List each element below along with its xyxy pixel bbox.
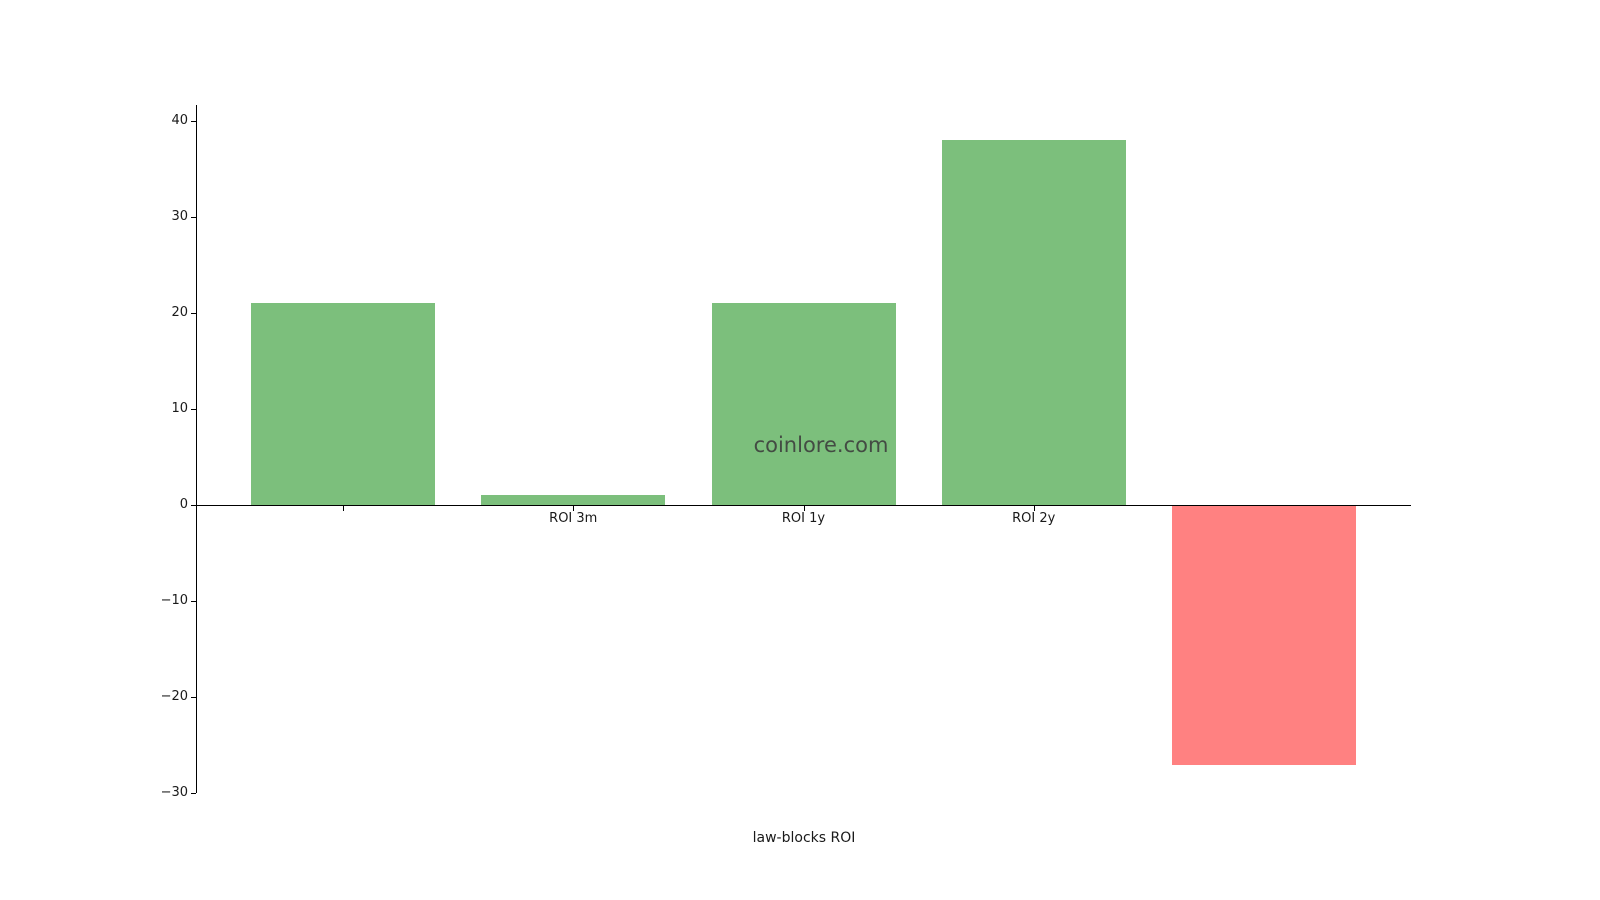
y-tick-label: 30 [171,209,188,224]
y-tick-label: 40 [171,113,188,128]
x-tick-label: ROI 3m [549,511,598,526]
coinlore-watermark: coinlore.com [753,433,889,457]
bar [941,140,1126,505]
y-tick [191,697,196,698]
y-tick-label: 10 [171,401,188,416]
y-tick-label: −10 [160,593,188,608]
y-tick [191,121,196,122]
y-tick [191,217,196,218]
x-tick [573,506,575,511]
y-tick [191,409,196,410]
y-tick-label: 20 [171,305,188,320]
bar [1172,506,1356,766]
y-tick-label: −30 [160,785,188,800]
y-tick [191,793,196,794]
y-tick-label: 0 [179,497,188,512]
x-tick [1033,506,1035,511]
y-tick [191,505,196,506]
x-axis-zero-line [196,505,1411,506]
y-tick [191,601,196,602]
x-tick [803,506,805,511]
y-tick-label: −20 [160,689,188,704]
bar [481,495,666,505]
chart-title-xlabel: law-blocks ROI [752,830,856,846]
x-tick [343,506,344,511]
y-tick [191,313,196,314]
y-axis-spine [196,105,197,793]
bar [251,303,435,505]
bar [711,303,896,505]
x-tick-label: ROI 1y [781,511,826,526]
x-tick-label: ROI 2y [1012,511,1056,526]
